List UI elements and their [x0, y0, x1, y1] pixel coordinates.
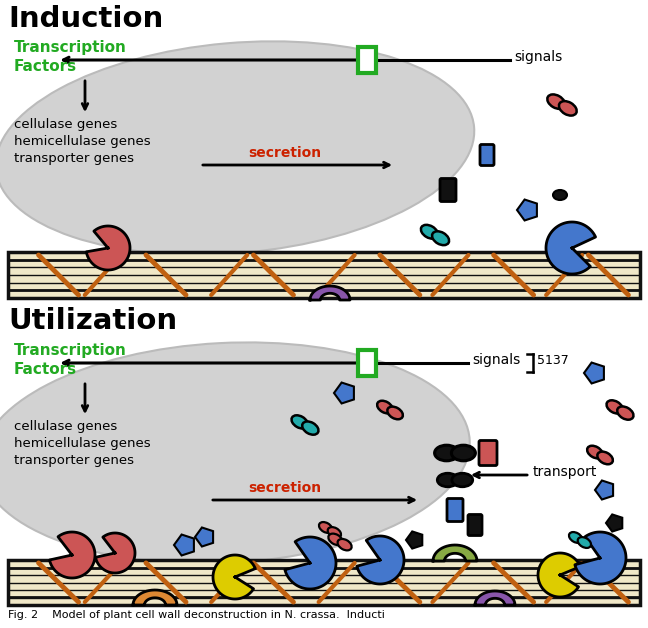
Ellipse shape [548, 94, 565, 109]
Ellipse shape [0, 41, 474, 255]
Ellipse shape [319, 522, 332, 533]
Ellipse shape [559, 101, 577, 116]
Ellipse shape [302, 421, 318, 435]
Text: signals: signals [472, 353, 520, 367]
Ellipse shape [452, 445, 476, 461]
Text: Utilization: Utilization [8, 307, 177, 335]
Text: 5137: 5137 [537, 354, 569, 367]
Bar [8, 252, 640, 298]
FancyBboxPatch shape [358, 47, 376, 73]
Text: Fig. 2    Model of plant cell wall deconstruction in N. crassa.  Inducti: Fig. 2 Model of plant cell wall deconstr… [8, 610, 385, 620]
Ellipse shape [569, 532, 583, 543]
FancyBboxPatch shape [480, 144, 494, 166]
Ellipse shape [597, 452, 613, 464]
Text: secretion: secretion [248, 481, 321, 495]
Ellipse shape [292, 415, 308, 428]
FancyBboxPatch shape [358, 350, 376, 376]
Polygon shape [538, 553, 581, 597]
Polygon shape [213, 555, 255, 599]
Text: Induction: Induction [8, 5, 163, 33]
Polygon shape [310, 286, 350, 300]
Text: Transcription
Factors: Transcription Factors [14, 40, 127, 73]
Ellipse shape [328, 527, 341, 538]
Polygon shape [575, 532, 626, 584]
Ellipse shape [329, 534, 342, 545]
FancyBboxPatch shape [440, 178, 456, 202]
Bar [8, 560, 640, 605]
Ellipse shape [377, 401, 393, 413]
Ellipse shape [388, 406, 403, 420]
Text: signals: signals [514, 50, 562, 64]
Ellipse shape [435, 445, 459, 461]
Text: secretion: secretion [248, 146, 321, 160]
Ellipse shape [432, 231, 449, 245]
Ellipse shape [607, 400, 623, 414]
Polygon shape [433, 545, 477, 561]
Polygon shape [285, 537, 336, 589]
Ellipse shape [421, 225, 438, 239]
Polygon shape [475, 591, 515, 605]
FancyBboxPatch shape [468, 514, 482, 536]
Ellipse shape [437, 474, 458, 487]
Polygon shape [133, 590, 177, 605]
Ellipse shape [578, 537, 591, 548]
Ellipse shape [0, 342, 470, 563]
Polygon shape [357, 536, 404, 584]
Ellipse shape [587, 446, 603, 458]
Polygon shape [49, 532, 95, 578]
Ellipse shape [553, 190, 567, 200]
Polygon shape [86, 226, 130, 270]
Ellipse shape [338, 539, 352, 550]
Polygon shape [546, 222, 596, 274]
Text: cellulase genes
hemicellulase genes
transporter genes: cellulase genes hemicellulase genes tran… [14, 420, 150, 467]
Text: cellulase genes
hemicellulase genes
transporter genes: cellulase genes hemicellulase genes tran… [14, 118, 150, 165]
FancyBboxPatch shape [479, 440, 497, 465]
Text: Transcription
Factors: Transcription Factors [14, 343, 127, 377]
Ellipse shape [617, 406, 634, 420]
Ellipse shape [452, 474, 472, 487]
FancyBboxPatch shape [447, 499, 463, 521]
Polygon shape [95, 533, 135, 573]
Text: transport: transport [533, 465, 597, 479]
